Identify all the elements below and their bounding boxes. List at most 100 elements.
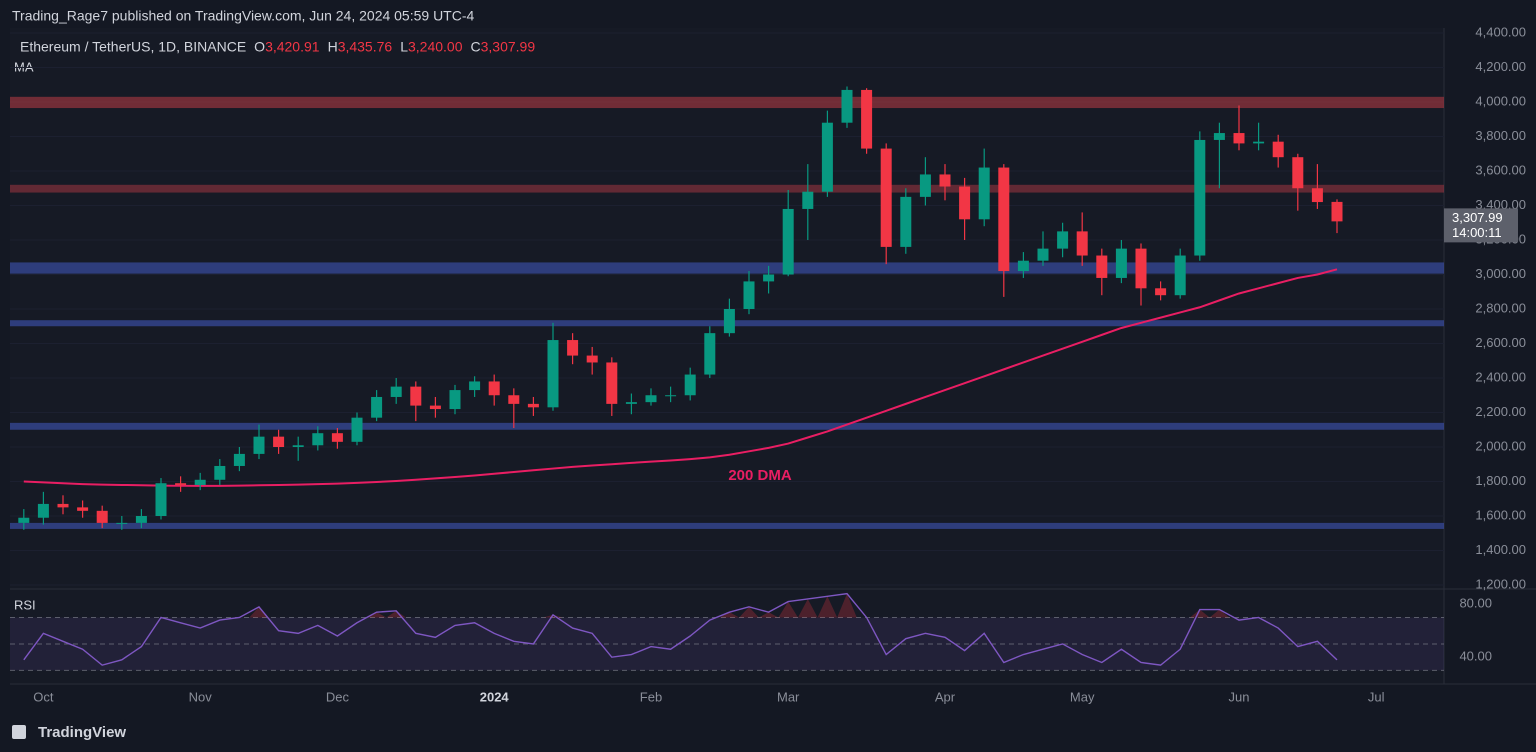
indicator-label: MA <box>14 59 34 74</box>
x-tick-label: Feb <box>640 689 662 704</box>
y-tick-label: 1,600.00 <box>1475 507 1526 522</box>
y-tick-label: 2,600.00 <box>1475 335 1526 350</box>
x-tick-label: Mar <box>777 689 800 704</box>
candle-body <box>645 395 657 403</box>
candle-body <box>547 340 559 408</box>
candle-body <box>390 386 402 397</box>
ma: 200 DMA <box>23 268 1338 487</box>
zone <box>10 522 1444 529</box>
candle-body <box>1233 133 1245 144</box>
candle-body <box>273 436 285 447</box>
candle-body <box>880 148 892 247</box>
candle-body <box>1331 201 1343 222</box>
candle-body <box>919 174 931 197</box>
y-tick-label: 2,000.00 <box>1475 438 1526 453</box>
x-tick-label: Dec <box>326 689 350 704</box>
candle-body <box>1311 188 1323 203</box>
candle-body <box>253 436 265 454</box>
last-price-label: 3,307.99 <box>1452 210 1503 225</box>
ohlc-name: C <box>470 39 480 55</box>
zone <box>10 262 1444 274</box>
candle-body <box>625 402 637 404</box>
candle-body <box>37 503 49 518</box>
ohlc-name: L <box>400 39 408 55</box>
candle-body <box>1037 248 1049 261</box>
chart-pane <box>10 28 1444 683</box>
rsi-line <box>23 592 1338 666</box>
y-tick-label: 2,800.00 <box>1475 300 1526 315</box>
y-tick-label: 1,400.00 <box>1475 542 1526 557</box>
candles <box>18 86 1343 530</box>
ohlc-value: 3,435.76 <box>338 39 393 55</box>
ohlc-name: O <box>254 39 265 55</box>
candle-body <box>135 516 147 523</box>
y-tick-label: 2,200.00 <box>1475 404 1526 419</box>
candle-body <box>841 89 853 123</box>
y-tick-label: 3,600.00 <box>1475 162 1526 177</box>
candle-body <box>77 507 89 511</box>
y-tick-label: 3,400.00 <box>1475 197 1526 212</box>
x-tick-label: Jul <box>1368 689 1385 704</box>
candle-body <box>1096 255 1108 278</box>
x-tick-label: May <box>1070 689 1095 704</box>
symbol: Ethereum / TetherUS, 1D, BINANCE <box>20 39 246 55</box>
zone <box>10 96 1444 109</box>
candle-body <box>821 122 833 192</box>
rsi-label: RSI <box>14 597 36 612</box>
candle-body <box>527 403 539 408</box>
candle-body <box>1057 231 1069 249</box>
publisher: Trading_Rage7 published on TradingView.c… <box>12 8 475 24</box>
candle-body <box>508 395 520 404</box>
candle-body <box>312 433 324 446</box>
zone <box>10 422 1444 430</box>
candle-body <box>606 362 618 404</box>
candle-body <box>704 333 716 375</box>
candle-body <box>175 483 187 485</box>
candle-body <box>488 381 500 396</box>
candle-body <box>900 196 912 247</box>
last-price-box <box>1444 208 1518 243</box>
y-tick-label: 4,200.00 <box>1475 59 1526 74</box>
candle-body <box>802 191 814 209</box>
candle-body <box>469 381 481 391</box>
brand-logo <box>12 725 26 739</box>
candle-body <box>586 355 598 363</box>
y-tick-label: 4,400.00 <box>1475 24 1526 39</box>
rsi-pane: RSI <box>10 592 1444 671</box>
candle-body <box>155 483 167 516</box>
candle-body <box>1272 141 1284 158</box>
candle-body <box>292 445 304 447</box>
x-tick-label: Apr <box>935 689 956 704</box>
axes: 1,200.00 1,400.00 1,600.00 1,800.00 2,000.00… <box>33 24 1526 704</box>
x-tick-label: Oct <box>33 689 54 704</box>
candle-body <box>1017 260 1029 272</box>
y-tick-label: 1,200.00 <box>1475 576 1526 591</box>
rsi-tick-label: 40.00 <box>1459 649 1492 664</box>
candle-body <box>782 208 794 275</box>
candle-body <box>998 167 1010 272</box>
candle-body <box>331 433 343 442</box>
ohlc-legend: Ethereum / TetherUS, 1D, BINANCE O 3,420.9… <box>20 39 535 55</box>
ohlc-name: H <box>328 39 338 55</box>
candle-body <box>410 386 422 406</box>
candle-body <box>1155 288 1167 296</box>
candle-body <box>351 417 363 442</box>
candle-body <box>18 517 30 523</box>
ohlc-value: 3,307.99 <box>481 39 536 55</box>
candle-body <box>763 274 775 282</box>
y-tick-label: 3,000.00 <box>1475 266 1526 281</box>
rsi-tick-label: 80.00 <box>1459 596 1492 611</box>
countdown: 14:00:11 <box>1452 225 1502 240</box>
ohlc-value: 3,240.00 <box>408 39 463 55</box>
candle-body <box>96 510 108 523</box>
candle-body <box>1174 255 1186 296</box>
candle-body <box>429 405 441 410</box>
y-tick-label: 4,000.00 <box>1475 93 1526 108</box>
candle-body <box>449 390 461 410</box>
candle-body <box>743 281 755 309</box>
candle-body <box>214 465 226 480</box>
candle-body <box>116 522 128 524</box>
candle-body <box>1135 248 1147 289</box>
candle-body <box>1213 133 1225 140</box>
